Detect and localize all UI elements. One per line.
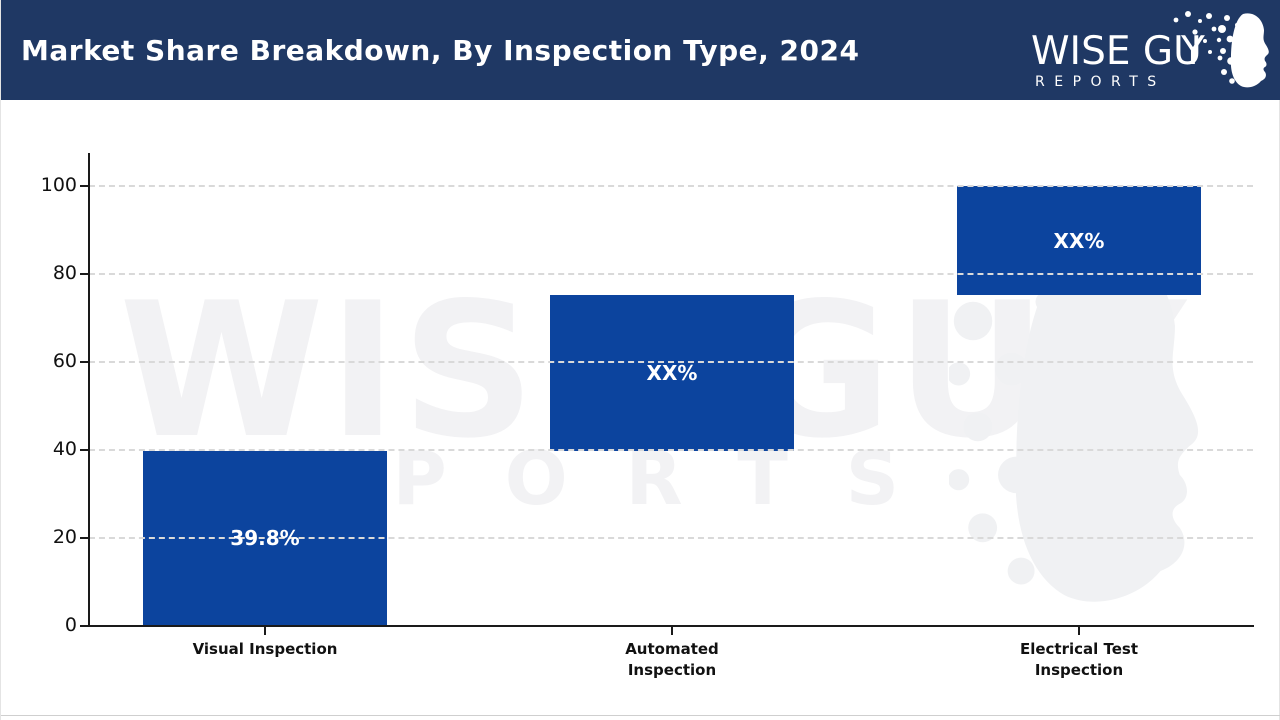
x-tick-mark-visual-inspection [264, 627, 266, 635]
header-bar: Market Share Breakdown, By Inspection Ty… [1, 0, 1280, 100]
y-tick-label-60: 60 [52, 350, 77, 372]
y-tick-mark-80 [80, 273, 88, 275]
y-tick-mark-60 [80, 361, 88, 363]
y-tick-label-40: 40 [52, 438, 77, 460]
gridline-y-100 [89, 185, 1253, 187]
logo-wordmark-y: Y [1180, 29, 1205, 74]
x-category-label-line: Inspection [627, 660, 717, 679]
gridline-y-80 [89, 273, 1253, 275]
y-tick-label-0: 0 [64, 614, 77, 636]
x-category-label-line: Automated [625, 640, 719, 658]
gridline-y-20 [89, 537, 1253, 539]
x-axis-line [88, 625, 1254, 627]
logo-subtext: REPORTS [1035, 74, 1166, 90]
gridline-y-60 [89, 361, 1253, 363]
logo-wordmark: WISE GU [1031, 29, 1202, 74]
footer-divider [1, 715, 1280, 716]
page-title: Market Share Breakdown, By Inspection Ty… [21, 33, 860, 67]
bar-automated-inspection [550, 295, 794, 451]
x-category-label-line: Inspection [1034, 660, 1124, 679]
gridline-y-40 [89, 449, 1253, 451]
x-category-label-line: Electrical Test [1019, 640, 1139, 658]
logo-dots-icon [1173, 11, 1223, 61]
x-category-label-automated-inspection: Automated Inspection [542, 639, 802, 680]
x-tick-mark-electrical-test-inspection [1078, 627, 1080, 635]
bar-value-label-automated-inspection: XX% [646, 361, 698, 385]
y-tick-label-80: 80 [52, 262, 77, 284]
bar-electrical-test-inspection [957, 186, 1201, 296]
y-tick-label-20: 20 [52, 526, 77, 548]
bar-value-label-visual-inspection: 39.8% [230, 526, 300, 551]
x-category-label-line: Visual Inspection [192, 640, 338, 658]
y-tick-mark-100 [80, 185, 88, 187]
x-category-label-electrical-test-inspection: Electrical Test Inspection [949, 639, 1209, 680]
y-tick-mark-40 [80, 449, 88, 451]
wiseguy-face-icon [1218, 13, 1269, 88]
y-tick-mark-0 [80, 625, 88, 627]
x-tick-mark-automated-inspection [671, 627, 673, 635]
bar-value-label-electrical-test-inspection: XX% [1053, 228, 1105, 253]
y-tick-mark-20 [80, 537, 88, 539]
x-category-label-visual-inspection: Visual Inspection [135, 639, 395, 660]
y-tick-label-100: 100 [40, 174, 77, 196]
wise-guy-reports-logo: WISE GU Y REPORTS [1031, 11, 1269, 90]
y-axis-line [88, 153, 90, 627]
